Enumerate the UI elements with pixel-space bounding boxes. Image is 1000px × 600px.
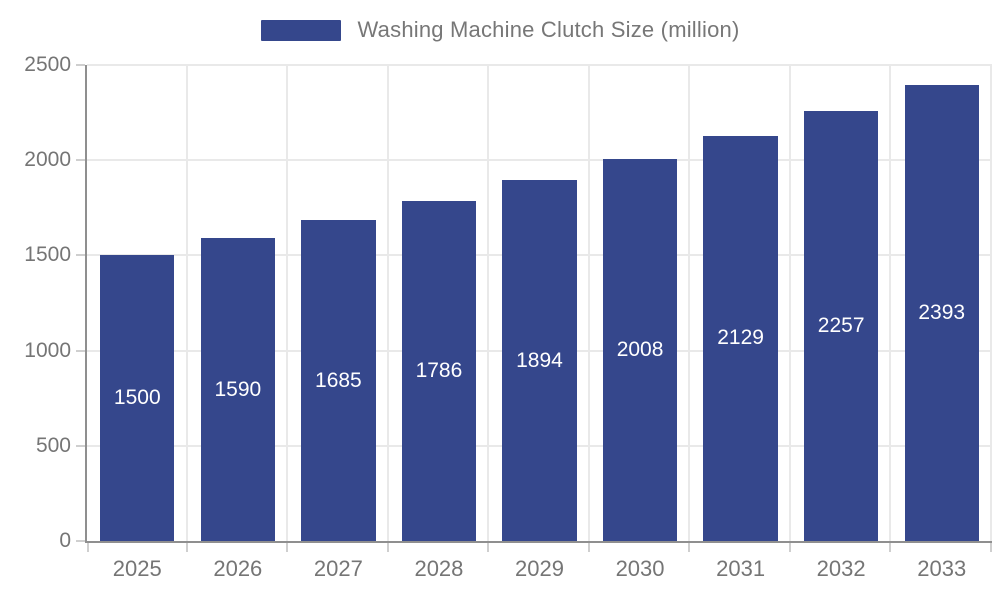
bar[interactable]: 1685 [301,220,376,541]
bar-value-label: 1894 [516,348,563,372]
y-axis-tick-mark [76,64,85,66]
bar[interactable]: 2008 [602,158,678,541]
y-axis-tick-label: 0 [59,529,71,552]
x-axis-tick-label: 2032 [816,556,866,581]
plot-area: 0 500 1000 1500 2000 2500 1500 2025 1590 2026 1685… [24,53,992,581]
y-gridline [87,159,992,162]
bar[interactable]: 1894 [502,180,577,541]
bar-value-label: 2129 [717,326,764,350]
x-axis-tick-label: 2033 [917,556,967,581]
bar[interactable]: 1786 [401,200,477,541]
y-axis-tick-mark [76,254,85,257]
x-gridline [688,65,691,541]
x-axis-tick-mark [889,543,892,552]
bar-value-label: 2393 [918,301,966,325]
x-axis-tick-label: 2025 [112,556,162,581]
legend-swatch[interactable] [260,19,341,41]
y-axis-tick-label: 1500 [24,243,71,267]
y-axis-tick-mark [76,540,85,542]
chart-legend: Washing Machine Clutch Size (million) [0,17,1000,43]
bar-value-label: 2008 [616,337,664,361]
x-axis-tick-mark [788,543,791,552]
x-gridline [990,65,992,541]
legend-label[interactable]: Washing Machine Clutch Size (million) [357,17,740,42]
bar-value-label: 1590 [214,377,262,401]
y-axis-tick-label: 500 [35,433,71,457]
y-axis-tick-label: 1000 [24,338,71,362]
x-axis-tick-mark [990,543,992,552]
bar-value-label: 1500 [113,386,161,410]
bar[interactable]: 2129 [703,135,778,541]
bar-value-label: 1786 [415,358,463,382]
x-axis-tick-mark [688,543,691,552]
x-axis-tick-label: 2028 [414,556,464,581]
bar[interactable]: 1590 [200,238,276,541]
x-axis-tick-mark [286,543,289,552]
x-axis-tick-label: 2030 [615,556,665,581]
x-gridline [386,65,389,541]
x-axis-tick-mark [386,543,389,552]
y-gridline [87,64,992,66]
y-axis-tick-label: 2500 [24,53,71,76]
x-axis-tick-mark [185,543,188,552]
x-gridline [587,65,590,541]
x-axis-tick-mark [87,543,89,552]
y-axis-tick-mark [76,444,85,447]
bar-value-label: 2257 [817,314,865,338]
x-axis-tick-label: 2029 [515,556,564,581]
y-axis-tick-mark [76,349,85,352]
x-axis-tick-label: 2026 [213,556,263,581]
x-axis-tick-mark [487,543,490,552]
bar-value-label: 1685 [315,368,362,392]
y-axis-tick-label: 2000 [24,148,71,172]
x-gridline [889,65,892,541]
x-gridline [286,65,289,541]
x-axis-tick-label: 2027 [313,556,363,581]
x-gridline [788,65,791,541]
y-axis-tick-mark [76,159,85,162]
x-axis-tick-label: 2031 [716,556,766,581]
bar[interactable]: 2257 [803,111,879,541]
bar[interactable]: 2393 [904,85,979,541]
x-gridline [185,65,188,541]
x-gridline [487,65,490,541]
x-axis-tick-mark [587,543,590,552]
bar[interactable]: 1500 [100,255,175,541]
